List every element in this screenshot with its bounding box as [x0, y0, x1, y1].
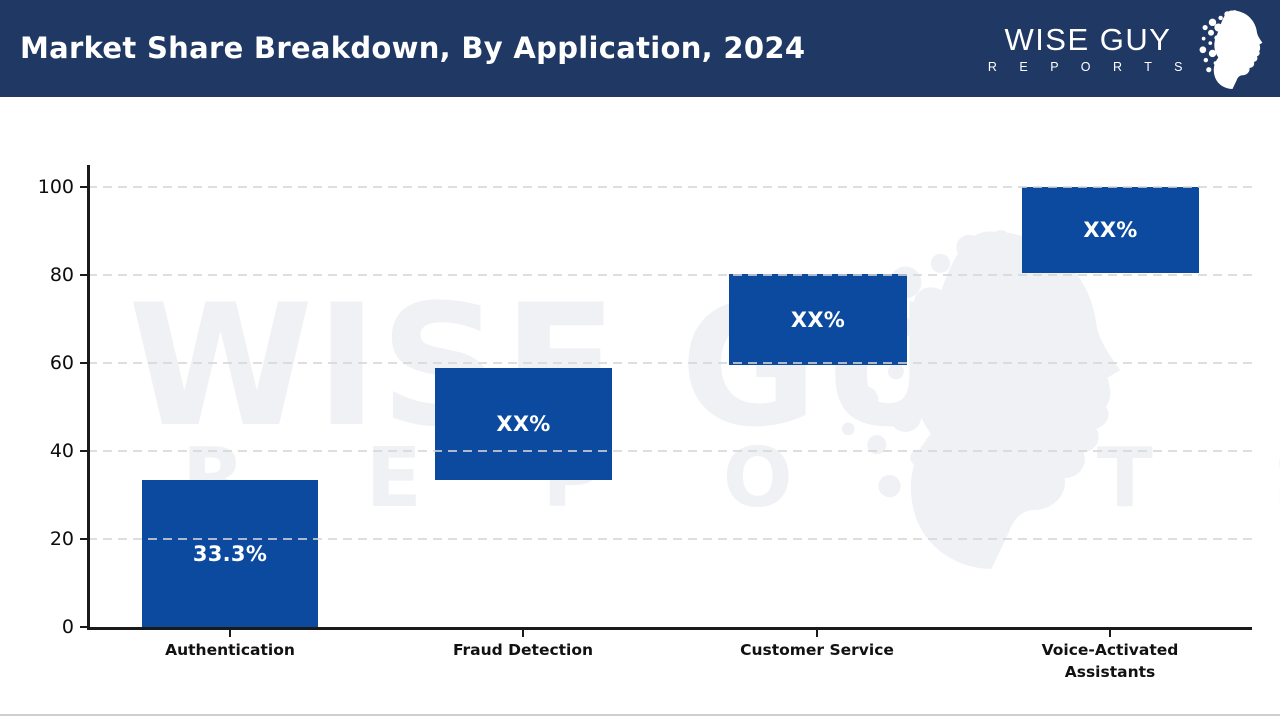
logo-wordmark-line1: WISE GUY [1004, 22, 1172, 58]
y-tick-label: 60 [49, 352, 74, 374]
gridline-40 [88, 450, 1252, 452]
bar-voice-activated-assistants: XX% [1022, 187, 1199, 273]
y-tick [80, 626, 88, 628]
y-tick [80, 450, 88, 452]
gridline-20 [88, 538, 1252, 540]
y-tick-label: 0 [61, 616, 74, 638]
bar-value-label: XX% [790, 307, 846, 332]
x-tick [229, 629, 231, 637]
bar-value-label: 33.3% [192, 541, 268, 566]
page-title: Market Share Breakdown, By Application, … [20, 31, 806, 65]
logo-wordmark: WISE GUY R E P O R T S [984, 24, 1192, 74]
bar-authentication: 33.3% [142, 480, 318, 627]
gridline-60 [88, 362, 1252, 364]
bar-fraud-detection: XX% [435, 368, 612, 480]
bar-value-label: XX% [496, 412, 551, 436]
bar-value-label: XX% [1083, 218, 1138, 242]
gridline-80 [88, 274, 1252, 276]
x-label-fraud-detection: Fraud Detection [452, 641, 594, 659]
y-tick [80, 274, 88, 276]
x-axis-line [87, 627, 1252, 630]
x-tick [816, 629, 818, 637]
header-bar: Market Share Breakdown, By Application, … [0, 0, 1280, 97]
y-tick-label: 80 [49, 264, 74, 286]
y-tick-label: 100 [37, 176, 74, 198]
y-tick [80, 362, 88, 364]
y-axis-line [87, 165, 90, 629]
y-tick-label: 40 [49, 440, 74, 462]
logo-wordmark-line2: R E P O R T S [987, 59, 1192, 74]
watermark-head-profile-icon [841, 229, 1121, 569]
wise-guy-logo: WISE GUY R E P O R T S [984, 6, 1268, 92]
gridline-100 [88, 186, 1252, 188]
bar-customer-service: XX% [729, 274, 907, 365]
y-tick [80, 538, 88, 540]
y-tick [80, 186, 88, 188]
x-label-authentication: Authentication [165, 641, 295, 659]
x-label-customer-service: Customer Service [740, 641, 894, 659]
dotted-head-profile-icon [1199, 10, 1263, 89]
y-tick-label: 20 [49, 528, 74, 550]
x-label-voice-activated-assistants: Voice-Activated Assistants [1041, 641, 1179, 681]
x-tick [1109, 629, 1111, 637]
x-tick [522, 629, 524, 637]
bottom-divider [0, 714, 1280, 716]
